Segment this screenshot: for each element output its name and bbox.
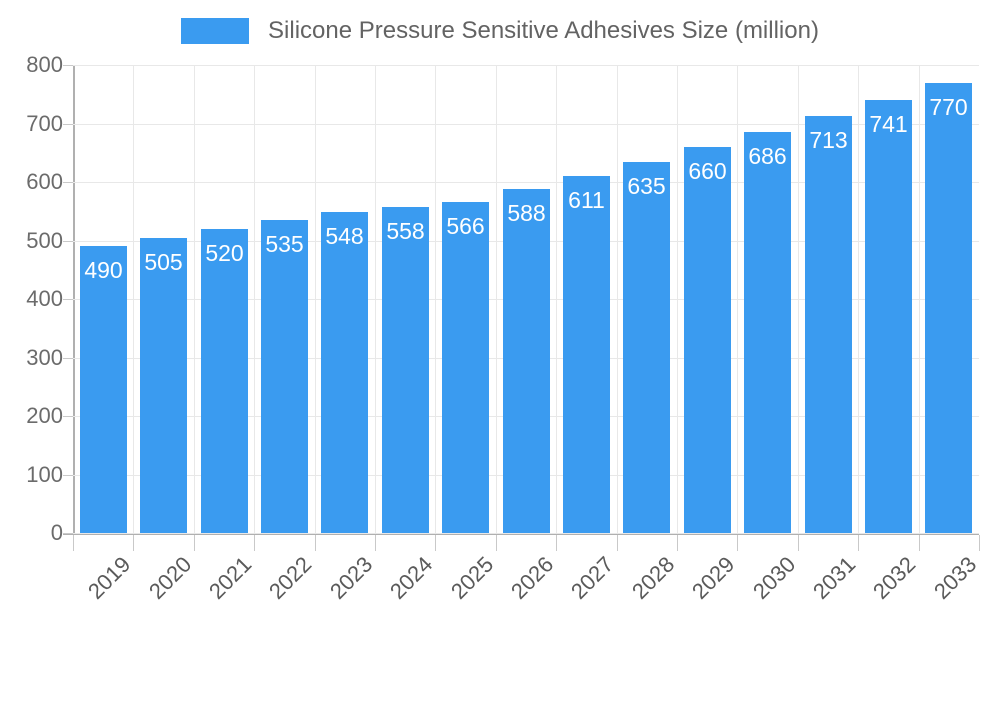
bar[interactable]: 611 — [563, 175, 610, 533]
gridline-vertical — [677, 65, 678, 533]
bar[interactable]: 686 — [744, 131, 791, 533]
bar-value-label: 588 — [507, 200, 546, 227]
y-axis-tick-mark — [63, 123, 73, 125]
gridline-vertical — [133, 65, 134, 533]
y-axis-tick-label: 200 — [26, 403, 63, 428]
gridline-vertical — [435, 65, 436, 533]
plot-area: 490 505 520 535 548 558 566 588 611 635 660 686 713 7… — [73, 65, 979, 534]
y-axis-tick-label: 100 — [26, 461, 63, 487]
y-axis-tick-mark — [63, 299, 73, 300]
gridline-vertical — [858, 65, 859, 533]
gridline-vertical — [737, 65, 738, 533]
x-axis-tick-mark — [556, 535, 557, 551]
x-axis-tick-mark — [979, 535, 980, 551]
gridline-vertical — [919, 65, 920, 533]
x-axis-tick-mark — [375, 535, 376, 551]
bar-chart: Silicone Pressure Sensitive Adhesives Si… — [0, 0, 1000, 604]
gridline-vertical — [194, 65, 195, 533]
bar-value-label: 548 — [325, 223, 364, 250]
x-axis-tick-mark — [194, 535, 195, 551]
bar[interactable]: 741 — [865, 99, 912, 533]
y-axis-tick-label: 300 — [26, 344, 63, 370]
x-axis-tick-mark — [496, 535, 497, 551]
x-axis-tick-mark — [617, 535, 618, 551]
y-axis-tick-mark — [63, 65, 73, 66]
bar-value-label: 566 — [446, 212, 485, 239]
bar[interactable]: 505 — [140, 237, 187, 533]
legend-color-swatch — [181, 18, 250, 44]
bar-value-label: 535 — [265, 231, 304, 258]
x-axis-tick-mark — [315, 535, 316, 551]
y-axis-tick-label: 800 — [26, 52, 63, 77]
bar[interactable]: 566 — [442, 201, 489, 533]
bar[interactable]: 713 — [805, 115, 852, 533]
bar-value-label: 505 — [144, 248, 183, 275]
gridline-vertical — [496, 65, 497, 533]
gridline-horizontal — [73, 123, 979, 125]
y-axis-tick-label: 400 — [26, 286, 63, 311]
y-axis-tick-mark — [63, 182, 73, 183]
x-axis-tick-mark — [798, 535, 799, 551]
x-axis-tick-mark — [133, 535, 134, 551]
bar[interactable]: 558 — [382, 206, 429, 533]
bar[interactable]: 548 — [321, 212, 368, 533]
bar[interactable]: 535 — [261, 220, 308, 533]
bar[interactable]: 660 — [684, 146, 731, 533]
x-axis-tick-mark — [737, 535, 738, 551]
y-axis-tick-label: 0 — [50, 520, 63, 545]
bar-value-label: 741 — [869, 110, 908, 137]
x-axis-tick-mark — [919, 535, 920, 551]
bar-value-label: 635 — [627, 172, 666, 199]
bar[interactable]: 588 — [503, 189, 550, 533]
y-axis-tick-label: 700 — [26, 110, 63, 136]
bar[interactable]: 635 — [623, 161, 670, 533]
gridline-horizontal — [73, 182, 979, 183]
bar-value-label: 611 — [568, 186, 605, 213]
x-axis-tick-mark — [73, 535, 74, 551]
y-axis-tick-mark — [63, 533, 73, 534]
x-axis-tick-mark — [677, 535, 678, 551]
bar-value-label: 490 — [84, 257, 123, 284]
bar-value-label: 770 — [929, 93, 968, 120]
chart-legend: Silicone Pressure Sensitive Adhesives Si… — [0, 12, 1000, 50]
x-axis-tick-mark — [435, 535, 436, 551]
y-axis-tick-labels: 0 100 200 300 400 500 600 700 800 — [0, 0, 63, 600]
bar-value-label: 686 — [748, 142, 787, 169]
y-axis-tick-label: 500 — [26, 227, 63, 253]
x-axis-tick-mark — [858, 535, 859, 551]
bar-value-label: 660 — [688, 157, 727, 184]
bar[interactable]: 490 — [80, 246, 127, 533]
gridline-vertical — [617, 65, 618, 533]
y-axis-tick-label: 600 — [26, 169, 63, 194]
gridline-vertical — [556, 65, 557, 533]
gridline-horizontal — [73, 533, 979, 534]
x-axis-tick-mark — [254, 535, 255, 551]
bar-value-label: 713 — [809, 126, 848, 153]
gridline-horizontal — [73, 65, 979, 66]
bar-value-label: 558 — [386, 217, 425, 244]
y-axis-tick-mark — [63, 357, 73, 359]
bar-value-label: 520 — [205, 239, 244, 266]
bar[interactable]: 770 — [925, 82, 972, 533]
gridline-vertical — [798, 65, 799, 533]
gridline-vertical — [315, 65, 316, 533]
legend-label: Silicone Pressure Sensitive Adhesives Si… — [268, 17, 819, 44]
y-axis-tick-mark — [63, 240, 73, 242]
y-axis-tick-mark — [63, 416, 73, 417]
y-axis-tick-mark — [63, 474, 73, 476]
x-axis-line — [63, 533, 979, 535]
gridline-vertical — [375, 65, 376, 533]
gridline-vertical — [254, 65, 255, 533]
bar[interactable]: 520 — [201, 228, 248, 533]
